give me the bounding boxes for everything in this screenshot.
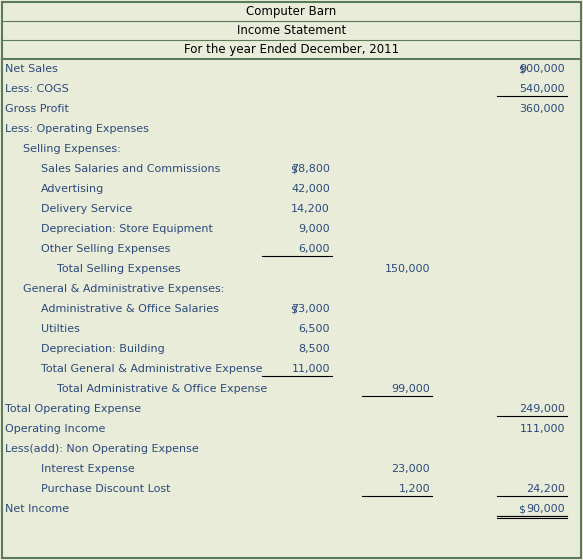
Text: General & Administrative Expenses:: General & Administrative Expenses: (23, 284, 224, 294)
Text: Delivery Service: Delivery Service (41, 204, 132, 214)
Text: 11,000: 11,000 (292, 364, 330, 374)
Text: 78,800: 78,800 (291, 164, 330, 174)
Text: Selling Expenses:: Selling Expenses: (23, 144, 121, 154)
Text: Computer Barn: Computer Barn (247, 5, 336, 18)
Text: 1,200: 1,200 (398, 484, 430, 494)
Text: Depreciation: Store Equipment: Depreciation: Store Equipment (41, 224, 213, 234)
Text: $: $ (290, 164, 297, 174)
Text: 360,000: 360,000 (519, 104, 565, 114)
Text: Operating Income: Operating Income (5, 424, 106, 434)
Text: Advertising: Advertising (41, 184, 104, 194)
Text: 111,000: 111,000 (519, 424, 565, 434)
Text: 6,500: 6,500 (298, 324, 330, 334)
Text: Less: Operating Expenses: Less: Operating Expenses (5, 124, 149, 134)
Text: Gross Profit: Gross Profit (5, 104, 69, 114)
Text: Purchase Discount Lost: Purchase Discount Lost (41, 484, 170, 494)
Text: Other Selling Expenses: Other Selling Expenses (41, 244, 170, 254)
Text: 73,000: 73,000 (292, 304, 330, 314)
Text: 9,000: 9,000 (298, 224, 330, 234)
Text: Interest Expense: Interest Expense (41, 464, 135, 474)
Text: 14,200: 14,200 (292, 204, 330, 214)
Text: 23,000: 23,000 (391, 464, 430, 474)
Text: 6,000: 6,000 (298, 244, 330, 254)
Text: Income Statement: Income Statement (237, 24, 346, 37)
Text: 540,000: 540,000 (519, 84, 565, 94)
Text: 8,500: 8,500 (298, 344, 330, 354)
Text: Sales Salaries and Commissions: Sales Salaries and Commissions (41, 164, 220, 174)
Text: $: $ (518, 504, 525, 514)
Text: $: $ (518, 64, 525, 74)
Text: Less(add): Non Operating Expense: Less(add): Non Operating Expense (5, 444, 199, 454)
Text: Total General & Administrative Expense: Total General & Administrative Expense (41, 364, 262, 374)
Text: Total Selling Expenses: Total Selling Expenses (57, 264, 181, 274)
Text: 249,000: 249,000 (519, 404, 565, 414)
Text: Less: COGS: Less: COGS (5, 84, 69, 94)
Text: For the year Ended December, 2011: For the year Ended December, 2011 (184, 43, 399, 56)
Text: $: $ (290, 304, 297, 314)
Text: 42,000: 42,000 (292, 184, 330, 194)
Text: Administrative & Office Salaries: Administrative & Office Salaries (41, 304, 219, 314)
Text: Utilties: Utilties (41, 324, 80, 334)
Text: 900,000: 900,000 (519, 64, 565, 74)
Text: Net Income: Net Income (5, 504, 69, 514)
Text: 24,200: 24,200 (526, 484, 565, 494)
Text: 90,000: 90,000 (526, 504, 565, 514)
Text: Depreciation: Building: Depreciation: Building (41, 344, 165, 354)
Text: 99,000: 99,000 (391, 384, 430, 394)
Text: 150,000: 150,000 (385, 264, 430, 274)
Text: Total Operating Expense: Total Operating Expense (5, 404, 141, 414)
Text: Net Sales: Net Sales (5, 64, 58, 74)
Text: Total Administrative & Office Expense: Total Administrative & Office Expense (57, 384, 267, 394)
